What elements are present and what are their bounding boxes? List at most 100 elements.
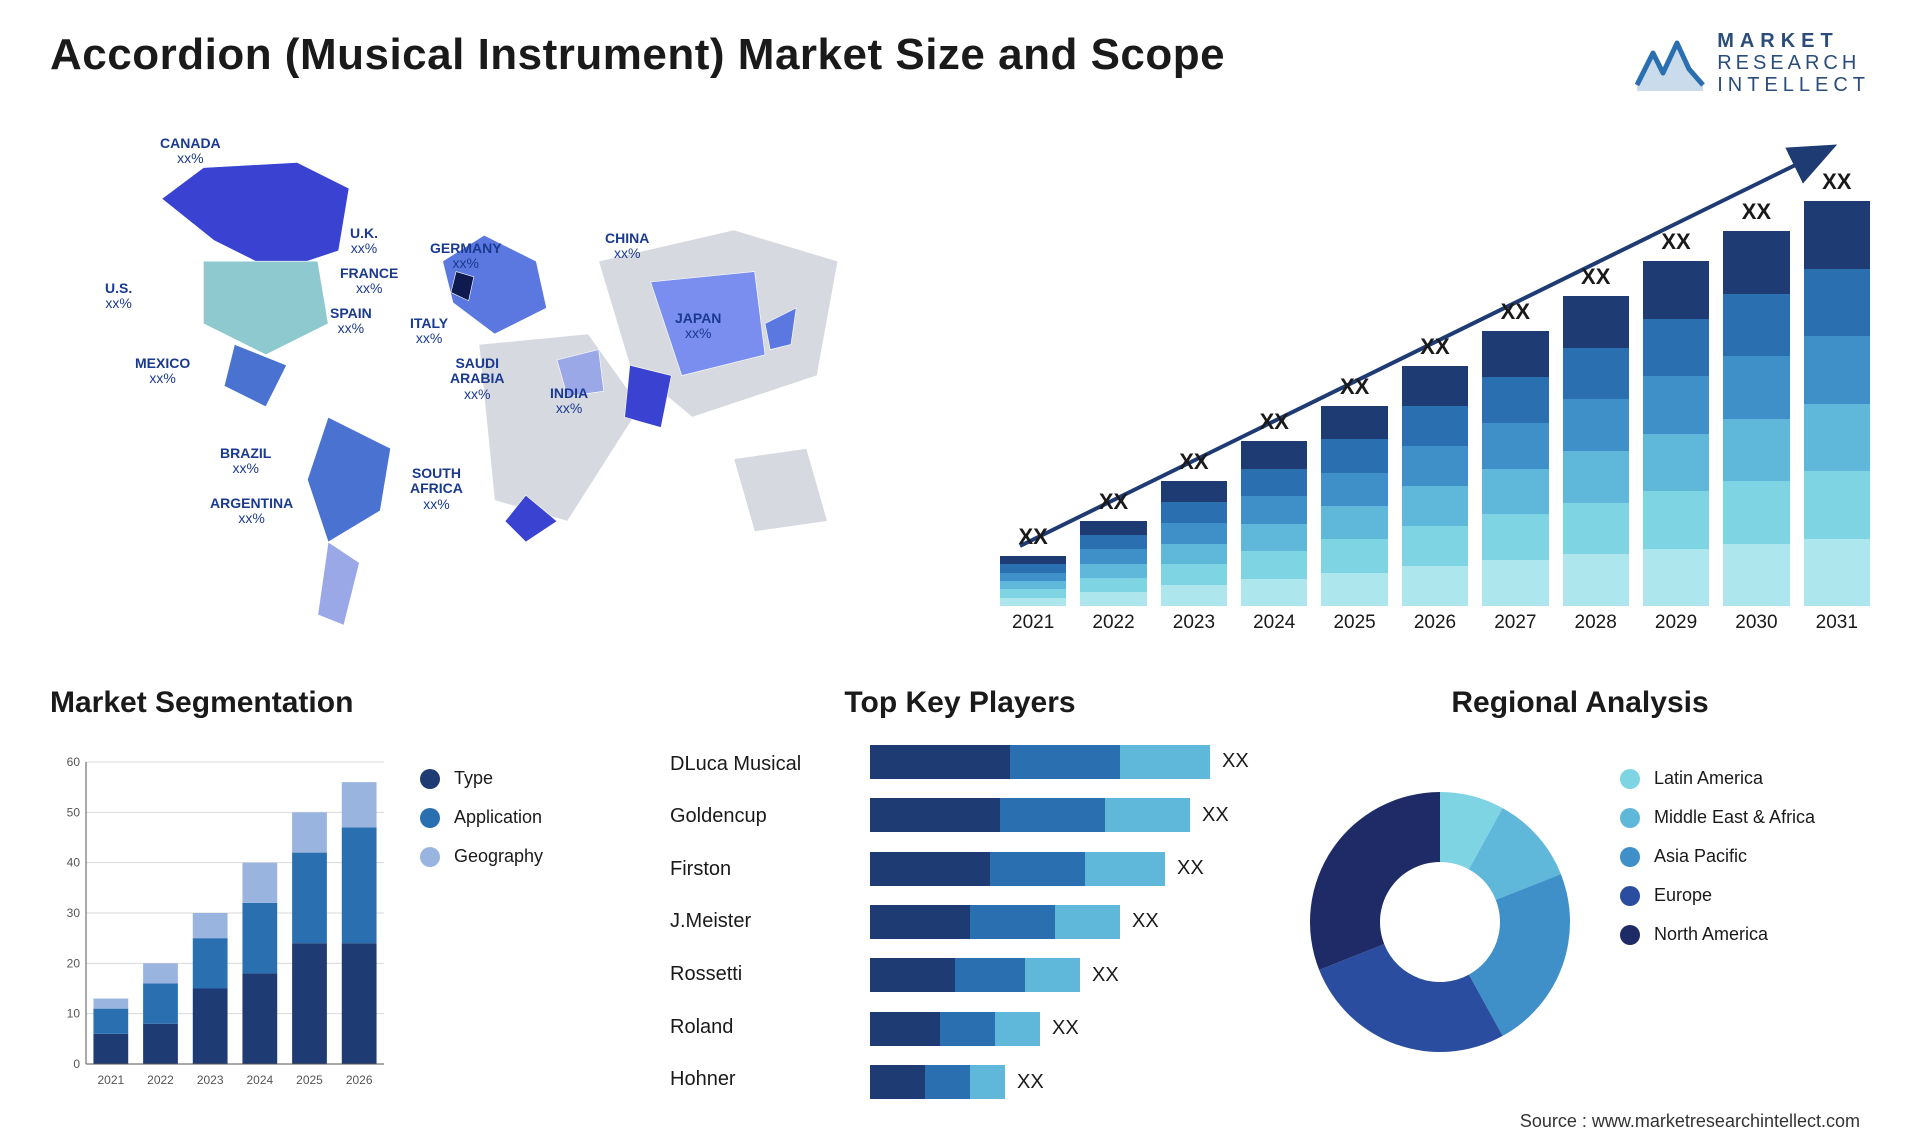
svg-text:2025: 2025 [296,1073,323,1087]
player-value-label: XX [1017,1071,1044,1094]
growth-bar: XX [1161,449,1227,606]
growth-year-label: 2025 [1321,606,1387,646]
legend-label: North America [1654,924,1768,945]
growth-value-label: XX [1340,374,1369,400]
svg-text:10: 10 [67,1007,81,1021]
legend-label: Application [454,807,542,828]
growth-value-label: XX [1822,169,1851,195]
logo-text-3: INTELLECT [1717,74,1870,96]
svg-text:2024: 2024 [246,1073,273,1087]
growth-year-label: 2028 [1563,606,1629,646]
growth-value-label: XX [1099,489,1128,515]
growth-year-label: 2027 [1482,606,1548,646]
map-label: SPAINxx% [330,306,372,337]
map-label: SOUTHAFRICAxx% [410,466,463,512]
players-title: Top Key Players [670,686,1250,720]
legend-item: Type [420,768,543,789]
growth-bar: XX [1723,199,1789,606]
svg-text:2023: 2023 [197,1073,224,1087]
growth-bar: XX [1804,169,1870,606]
player-value-label: XX [1177,857,1204,880]
svg-text:60: 60 [67,755,81,769]
growth-bar: XX [1080,489,1146,606]
legend-label: Asia Pacific [1654,846,1747,867]
legend-item: Europe [1620,885,1815,906]
svg-text:0: 0 [73,1057,80,1071]
player-name: Rossetti [670,963,850,986]
growth-value-label: XX [1179,449,1208,475]
segmentation-legend: Type Application Geography [420,738,543,1106]
legend-label: Middle East & Africa [1654,807,1815,828]
growth-year-label: 2026 [1402,606,1468,646]
page-title: Accordion (Musical Instrument) Market Si… [50,30,1225,80]
growth-value-label: XX [1742,199,1771,225]
legend-swatch [1620,808,1640,828]
svg-text:2026: 2026 [346,1073,373,1087]
source-attribution: Source : www.marketresearchintellect.com [1520,1111,1860,1132]
growth-bar: XX [1321,374,1387,606]
legend-label: Europe [1654,885,1712,906]
regional-panel: Regional Analysis Latin America Middle Ea… [1290,686,1870,1106]
player-value-label: XX [1092,964,1119,987]
legend-item: Asia Pacific [1620,846,1815,867]
growth-year-label: 2021 [1000,606,1066,646]
player-bar-row: XX [870,852,1250,886]
player-bar-row: XX [870,958,1250,992]
map-label: JAPANxx% [675,311,721,342]
regional-legend: Latin America Middle East & Africa Asia Pa… [1620,738,1815,1106]
growth-value-label: XX [1501,299,1530,325]
growth-value-label: XX [1260,409,1289,435]
map-label: U.K.xx% [350,226,378,257]
map-label: BRAZILxx% [220,446,271,477]
growth-year-label: 2022 [1080,606,1146,646]
growth-value-label: XX [1420,334,1449,360]
player-value-label: XX [1222,750,1249,773]
growth-bar: XX [1643,229,1709,606]
regional-title: Regional Analysis [1290,686,1870,720]
players-bars-column: XX XX XX XX XX XX XX [870,738,1250,1106]
player-bar-row: XX [870,905,1250,939]
logo-text-2: RESEARCH [1717,52,1870,74]
growth-year-label: 2030 [1723,606,1789,646]
growth-year-label: 2031 [1804,606,1870,646]
svg-text:2021: 2021 [97,1073,124,1087]
legend-swatch [1620,847,1640,867]
growth-bar: XX [1402,334,1468,606]
player-name: Firston [670,858,850,881]
segmentation-panel: Market Segmentation 01020304050602021202… [50,686,630,1106]
legend-label: Type [454,768,493,789]
svg-text:2022: 2022 [147,1073,174,1087]
player-name: DLuca Musical [670,753,850,776]
growth-bar: XX [1482,299,1548,606]
svg-text:30: 30 [67,906,81,920]
map-label: ITALYxx% [410,316,448,347]
player-bar-row: XX [870,745,1250,779]
growth-value-label: XX [1661,229,1690,255]
growth-year-label: 2023 [1161,606,1227,646]
legend-item: Application [420,807,543,828]
map-label: MEXICOxx% [135,356,190,387]
player-bar-row: XX [870,798,1250,832]
legend-item: Geography [420,846,543,867]
player-value-label: XX [1132,910,1159,933]
legend-item: Middle East & Africa [1620,807,1815,828]
growth-bar: XX [1241,409,1307,606]
growth-value-label: XX [1581,264,1610,290]
legend-swatch [1620,769,1640,789]
player-name: Roland [670,1016,850,1039]
growth-value-label: XX [1019,524,1048,550]
world-map-panel: CANADAxx%U.S.xx%MEXICOxx%BRAZILxx%ARGENT… [50,126,960,646]
brand-logo: MARKET RESEARCH INTELLECT [1635,30,1870,96]
growth-bar: XX [1000,524,1066,606]
regional-donut [1290,738,1590,1106]
map-label: SAUDIARABIAxx% [450,356,504,402]
legend-item: Latin America [1620,768,1815,789]
legend-swatch [1620,925,1640,945]
player-value-label: XX [1052,1017,1079,1040]
legend-swatch [420,808,440,828]
legend-label: Latin America [1654,768,1763,789]
player-name: J.Meister [670,910,850,933]
players-panel: Top Key Players DLuca MusicalGoldencupFi… [670,686,1250,1106]
player-name: Hohner [670,1068,850,1091]
map-label: INDIAxx% [550,386,588,417]
